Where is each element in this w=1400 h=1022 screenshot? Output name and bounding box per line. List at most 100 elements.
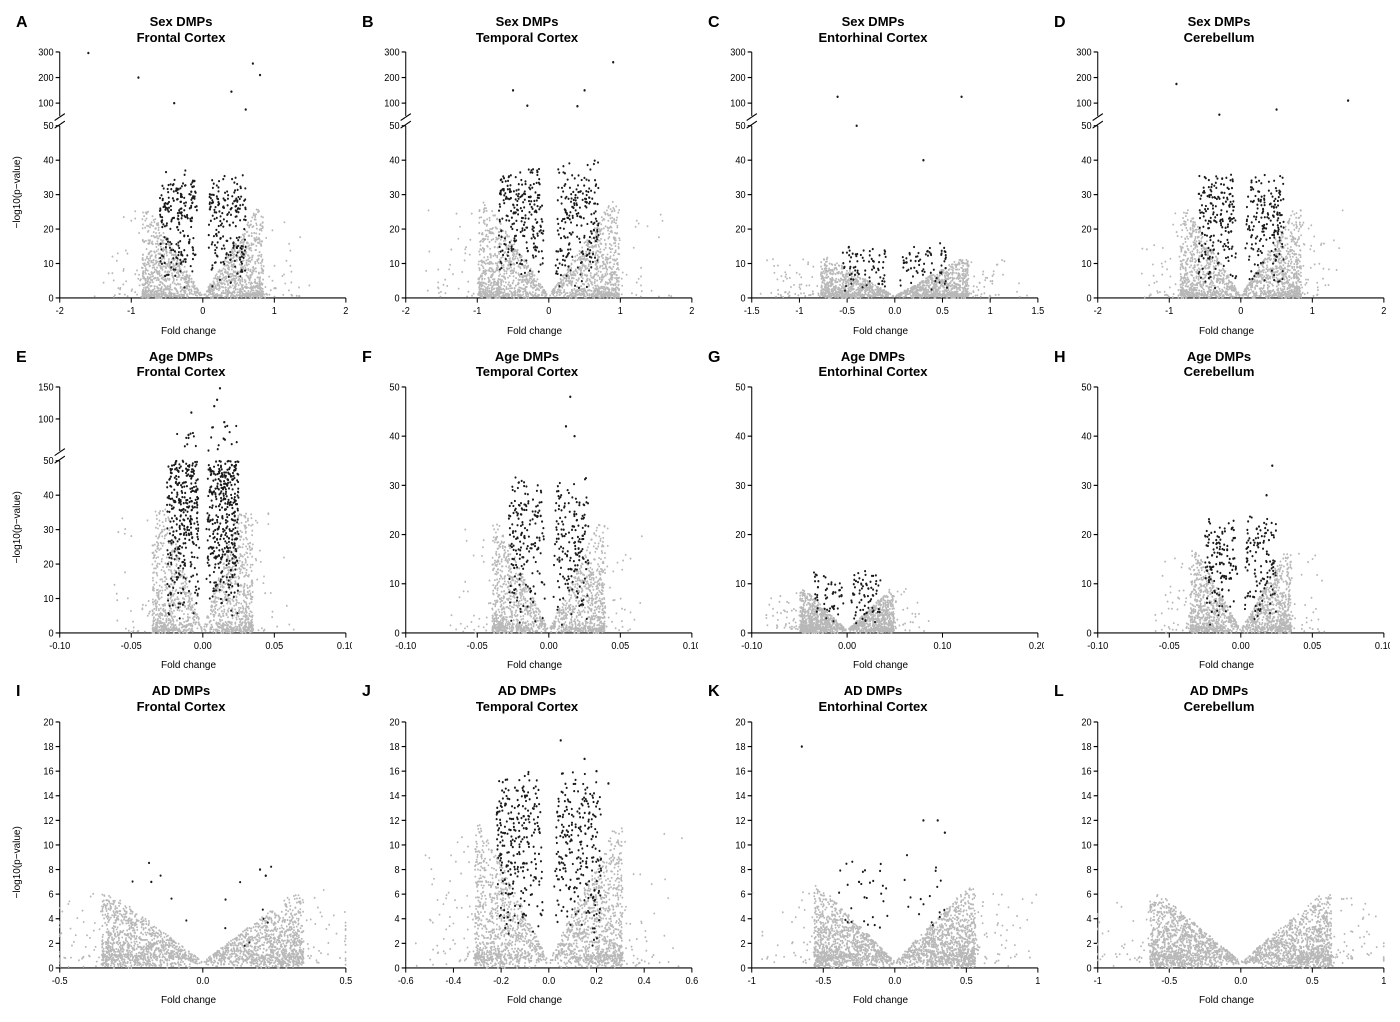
svg-text:40: 40	[389, 155, 400, 167]
plot-area: −log10(p−value)-0.6-0.4-0.20.00.20.40.60…	[356, 715, 698, 1010]
panel-letter: L	[1054, 683, 1064, 701]
svg-text:0: 0	[741, 293, 747, 305]
panel-I: IAD DMPs Frontal Cortex−log10(p−value)-0…	[10, 679, 352, 1010]
svg-text:0: 0	[49, 293, 55, 305]
svg-text:0.0: 0.0	[888, 306, 901, 318]
panel-B: BSex DMPs Temporal Cortex−log10(p−value)…	[356, 10, 698, 341]
svg-text:0: 0	[200, 306, 206, 318]
panel-title: Sex DMPs Entorhinal Cortex	[702, 14, 1044, 45]
svg-text:40: 40	[43, 155, 54, 167]
panel-letter: H	[1054, 349, 1066, 367]
svg-text:30: 30	[389, 190, 400, 202]
x-axis-label: Fold change	[25, 993, 352, 1010]
panel-letter: F	[362, 349, 372, 367]
panel-letter: A	[16, 14, 28, 32]
svg-text:2: 2	[689, 306, 694, 318]
x-axis-label: Fold change	[717, 993, 1044, 1010]
svg-text:0.5: 0.5	[936, 306, 949, 318]
volcano-plot: -1-0.50.00.5102468101214161820	[1063, 715, 1390, 993]
svg-text:2: 2	[343, 306, 348, 318]
plot-area: −log10(p−value)-0.50.00.5024681012141618…	[10, 715, 352, 1010]
svg-text:0: 0	[546, 306, 552, 318]
svg-text:10: 10	[43, 259, 54, 271]
volcano-plot: -0.10-0.050.000.050.1001020304050	[371, 380, 698, 658]
volcano-plot: -0.10-0.050.000.050.1001020304050	[1063, 380, 1390, 658]
svg-text:-0.5: -0.5	[839, 306, 855, 318]
svg-text:200: 200	[38, 73, 54, 85]
figure-grid: ASex DMPs Frontal Cortex−log10(p−value)-…	[10, 10, 1390, 1010]
panel-L: LAD DMPs Cerebellum−log10(p−value)-1-0.5…	[1048, 679, 1390, 1010]
x-axis-label: Fold change	[717, 324, 1044, 341]
volcano-plot: -0.6-0.4-0.20.00.20.40.60246810121416182…	[371, 715, 698, 993]
svg-text:1.5: 1.5	[1031, 306, 1044, 318]
plot-area: −log10(p−value)-2-1012010203040501002003…	[1048, 45, 1390, 340]
svg-text:40: 40	[735, 155, 746, 167]
x-axis-label: Fold change	[371, 658, 698, 675]
panel-E: EAge DMPs Frontal Cortex−log10(p−value)-…	[10, 345, 352, 676]
volcano-plot: -1-0.50.00.5102468101214161820	[717, 715, 1044, 993]
panel-letter: D	[1054, 14, 1066, 32]
plot-area: −log10(p−value)-2-1012010203040501002003…	[356, 45, 698, 340]
plot-area: −log10(p−value)-0.10-0.050.000.050.10010…	[10, 380, 352, 675]
svg-text:20: 20	[735, 224, 746, 236]
svg-text:100: 100	[38, 98, 54, 110]
plot-area: −log10(p−value)-0.100.000.100.2001020304…	[702, 380, 1044, 675]
panel-letter: I	[16, 683, 20, 701]
plot-area: −log10(p−value)-1-0.50.00.51024681012141…	[1048, 715, 1390, 1010]
panel-A: ASex DMPs Frontal Cortex−log10(p−value)-…	[10, 10, 352, 341]
panel-G: GAge DMPs Entorhinal Cortex−log10(p−valu…	[702, 345, 1044, 676]
panel-title: Age DMPs Temporal Cortex	[356, 349, 698, 380]
svg-text:-1: -1	[795, 306, 803, 318]
svg-text:-1: -1	[473, 306, 481, 318]
panel-title: Age DMPs Entorhinal Cortex	[702, 349, 1044, 380]
svg-text:20: 20	[389, 224, 400, 236]
volcano-plot: -0.50.00.502468101214161820	[25, 715, 352, 993]
svg-text:1: 1	[272, 306, 277, 318]
volcano-plot: -2-101201020304050100200300	[1063, 45, 1390, 323]
panel-letter: J	[362, 683, 371, 701]
panel-H: HAge DMPs Cerebellum−log10(p−value)-0.10…	[1048, 345, 1390, 676]
svg-text:10: 10	[389, 259, 400, 271]
panel-C: CSex DMPs Entorhinal Cortex−log10(p−valu…	[702, 10, 1044, 341]
svg-text:-1.5: -1.5	[744, 306, 760, 318]
panel-letter: B	[362, 14, 374, 32]
svg-text:20: 20	[43, 224, 54, 236]
svg-text:300: 300	[384, 47, 400, 59]
volcano-plot: -0.10-0.050.000.050.1001020304050100150	[25, 380, 352, 658]
panel-title: Age DMPs Frontal Cortex	[10, 349, 352, 380]
x-axis-label: Fold change	[25, 658, 352, 675]
plot-area: −log10(p−value)-0.10-0.050.000.050.10010…	[356, 380, 698, 675]
y-axis-label: −log10(p−value)	[10, 715, 25, 1010]
plot-area: −log10(p−value)-1.5-1-0.50.00.511.501020…	[702, 45, 1044, 340]
panel-title: Age DMPs Cerebellum	[1048, 349, 1390, 380]
x-axis-label: Fold change	[717, 658, 1044, 675]
volcano-plot: -2-101201020304050100200300	[371, 45, 698, 323]
svg-text:300: 300	[38, 47, 54, 59]
panel-letter: C	[708, 14, 720, 32]
svg-text:50: 50	[735, 121, 746, 133]
volcano-plot: -2-101201020304050100200300	[25, 45, 352, 323]
y-axis-label: −log10(p−value)	[10, 45, 25, 340]
x-axis-label: Fold change	[1063, 324, 1390, 341]
panel-title: AD DMPs Frontal Cortex	[10, 683, 352, 714]
svg-text:300: 300	[730, 47, 746, 59]
panel-title: Sex DMPs Temporal Cortex	[356, 14, 698, 45]
volcano-plot: -0.100.000.100.2001020304050	[717, 380, 1044, 658]
panel-title: AD DMPs Temporal Cortex	[356, 683, 698, 714]
svg-text:1: 1	[618, 306, 623, 318]
panel-J: JAD DMPs Temporal Cortex−log10(p−value)-…	[356, 679, 698, 1010]
svg-text:-2: -2	[402, 306, 410, 318]
x-axis-label: Fold change	[25, 324, 352, 341]
y-axis-label: −log10(p−value)	[10, 380, 25, 675]
svg-text:-2: -2	[56, 306, 64, 318]
x-axis-label: Fold change	[371, 324, 698, 341]
svg-text:100: 100	[730, 98, 746, 110]
svg-text:10: 10	[735, 259, 746, 271]
panel-D: DSex DMPs Cerebellum−log10(p−value)-2-10…	[1048, 10, 1390, 341]
svg-text:200: 200	[730, 73, 746, 85]
x-axis-label: Fold change	[1063, 658, 1390, 675]
panel-title: AD DMPs Entorhinal Cortex	[702, 683, 1044, 714]
svg-text:30: 30	[735, 190, 746, 202]
volcano-plot: -1.5-1-0.50.00.511.501020304050100200300	[717, 45, 1044, 323]
plot-area: −log10(p−value)-1-0.50.00.51024681012141…	[702, 715, 1044, 1010]
